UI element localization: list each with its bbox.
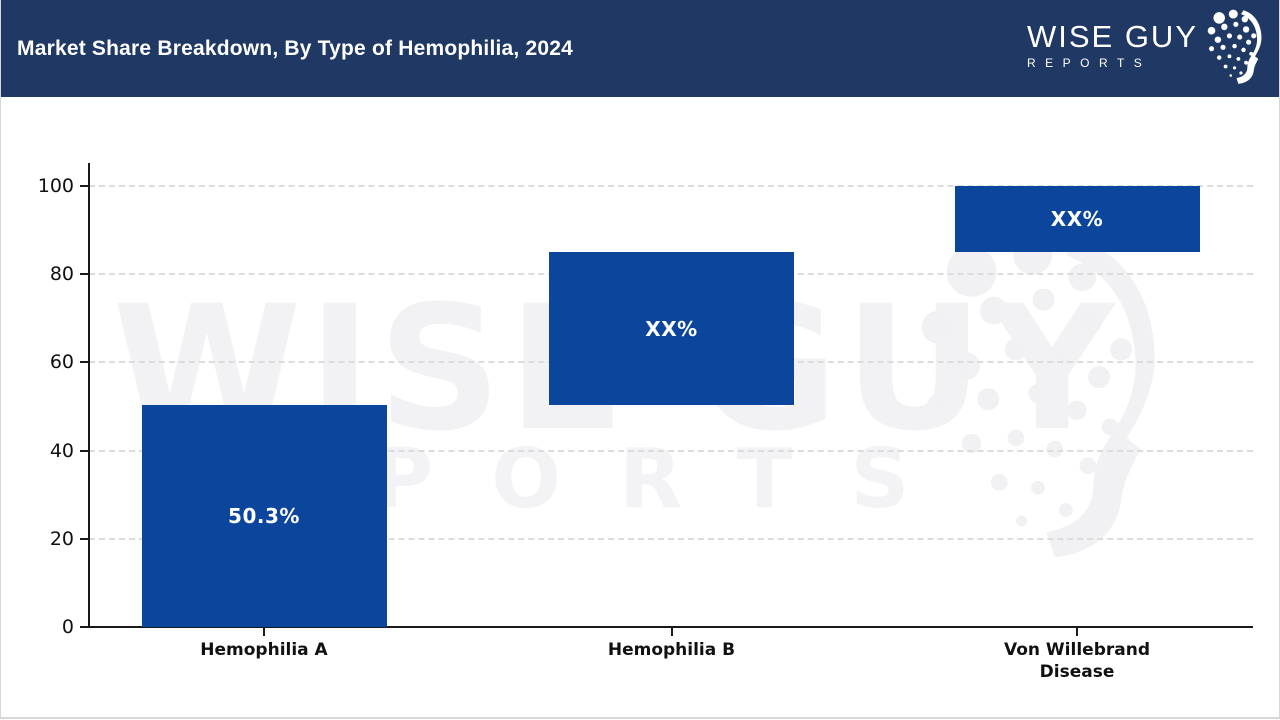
y-tick-label-0: 0 bbox=[61, 616, 74, 638]
y-tick-20 bbox=[80, 537, 88, 540]
y-tick-100 bbox=[80, 185, 88, 187]
watermark-face-icon bbox=[921, 235, 1155, 558]
bar-value-label-2: XX% bbox=[645, 316, 698, 341]
y-tick-80 bbox=[80, 273, 88, 276]
wiseguy-face-logo-icon bbox=[1207, 9, 1262, 84]
x-tick-1 bbox=[263, 628, 265, 636]
y-tick-label-20: 20 bbox=[49, 527, 74, 550]
bar-segment-3: XX% bbox=[954, 186, 1200, 253]
bar-segment-2: XX% bbox=[549, 252, 794, 406]
bar-value-label-1: 50.3% bbox=[228, 504, 300, 529]
y-tick-40 bbox=[80, 449, 88, 452]
header-bar: Market Share Breakdown, By Type of Hemop… bbox=[0, 0, 1280, 97]
y-axis bbox=[88, 162, 90, 628]
x-tick-label-2: Hemophilia B bbox=[607, 640, 736, 660]
wiseguy-logo: WISE GUY REPORTS bbox=[1026, 0, 1266, 97]
x-tick-3 bbox=[1076, 628, 1078, 636]
y-tick-60 bbox=[80, 361, 88, 364]
x-tick-label-3: Von Willebrand Disease bbox=[1004, 640, 1150, 682]
x-tick-label-1: Hemophilia A bbox=[200, 640, 328, 660]
wiseguy-logo-wordmark: WISE GUY bbox=[1026, 19, 1198, 54]
y-tick-label-40: 40 bbox=[49, 439, 74, 462]
y-tick-0 bbox=[80, 626, 88, 628]
gridline-y20 bbox=[89, 537, 1253, 540]
wiseguy-logo-text: WISE GUY REPORTS bbox=[1026, 19, 1198, 71]
bar-segment-1: 50.3% bbox=[141, 405, 387, 627]
gridline-y100 bbox=[89, 185, 1253, 187]
page-title: Market Share Breakdown, By Type of Hemop… bbox=[17, 36, 573, 60]
y-tick-label-60: 60 bbox=[49, 351, 74, 374]
gridline-y40 bbox=[89, 449, 1253, 452]
bar-value-label-3: XX% bbox=[1050, 207, 1104, 232]
y-tick-label-80: 80 bbox=[49, 263, 74, 286]
x-axis bbox=[88, 626, 1253, 628]
x-tick-2 bbox=[670, 628, 673, 636]
y-tick-label-100: 100 bbox=[37, 175, 74, 197]
wiseguy-logo-subtitle: REPORTS bbox=[1026, 56, 1152, 70]
